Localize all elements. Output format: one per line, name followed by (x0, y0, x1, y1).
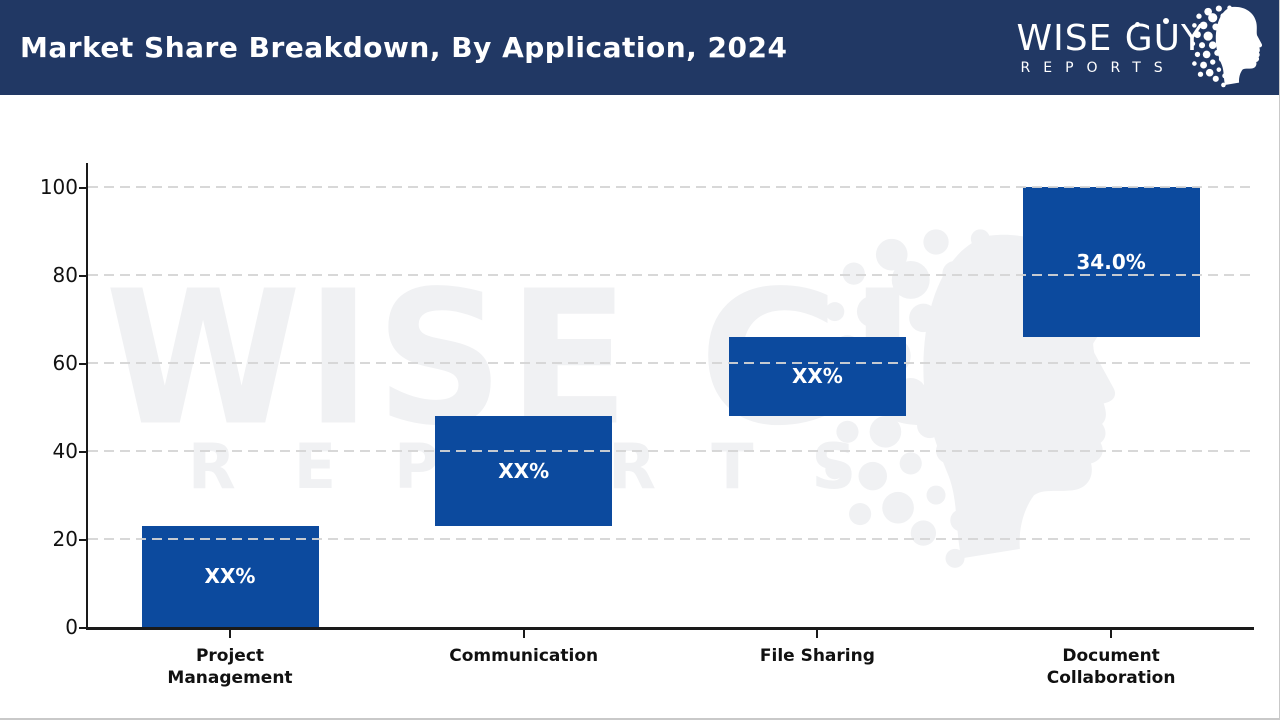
logo-accent-dot (1134, 22, 1140, 27)
x-category-label: File Sharing (759, 646, 875, 666)
y-tick-label: 60 (52, 351, 78, 375)
y-tick-label: 40 (52, 439, 78, 463)
brand-subtitle: REPORTS (1020, 59, 1176, 76)
gridline (88, 186, 1253, 188)
x-category-label: Communication (449, 646, 599, 666)
market-share-chart: WISE GUY REPORTS 020406080100XX%Project … (0, 95, 1279, 718)
brand-name: WISE GUY (1016, 17, 1204, 59)
x-tick-mark (229, 630, 231, 638)
y-tick-mark (79, 627, 87, 629)
x-tick-mark (522, 630, 525, 638)
bar-file-sharing: XX% (728, 336, 906, 416)
y-tick-label: 0 (65, 615, 78, 639)
bar-value-label: XX% (498, 458, 550, 483)
logo-accent-dot (1162, 18, 1169, 24)
bar-value-label: 34.0% (1076, 249, 1146, 274)
y-tick-label: 100 (39, 175, 78, 199)
dotted-head-profile-icon (1188, 4, 1268, 88)
x-category-label: Document Collaboration (1046, 646, 1176, 689)
gridline (88, 362, 1253, 364)
y-tick-label: 80 (52, 263, 78, 287)
gridline (88, 538, 1253, 540)
gridline (88, 274, 1253, 276)
y-tick-mark (79, 363, 87, 365)
y-tick-mark (79, 539, 87, 541)
page-title: Market Share Breakdown, By Application, … (20, 31, 788, 64)
y-tick-label: 20 (52, 527, 78, 551)
y-axis-spine (86, 163, 88, 630)
bar-project-management: XX% (141, 525, 319, 627)
brand-logo: WISE GUY REPORTS (1017, 0, 1269, 95)
y-tick-mark (79, 187, 87, 189)
header-bar: Market Share Breakdown, By Application, … (0, 0, 1279, 95)
x-tick-mark (816, 630, 819, 638)
bar-value-label: XX% (204, 564, 256, 589)
x-category-label: Project Management (167, 646, 293, 689)
bar-communication: XX% (435, 415, 613, 526)
bar-document-collaboration: 34.0% (1022, 187, 1200, 337)
x-axis-spine (86, 627, 1254, 630)
gridline (88, 450, 1253, 452)
y-tick-mark (79, 451, 87, 453)
brand-logo-text: WISE GUY REPORTS (1016, 17, 1205, 76)
x-tick-mark (1110, 630, 1113, 638)
bar-value-label: XX% (791, 364, 843, 389)
y-tick-mark (79, 275, 87, 277)
